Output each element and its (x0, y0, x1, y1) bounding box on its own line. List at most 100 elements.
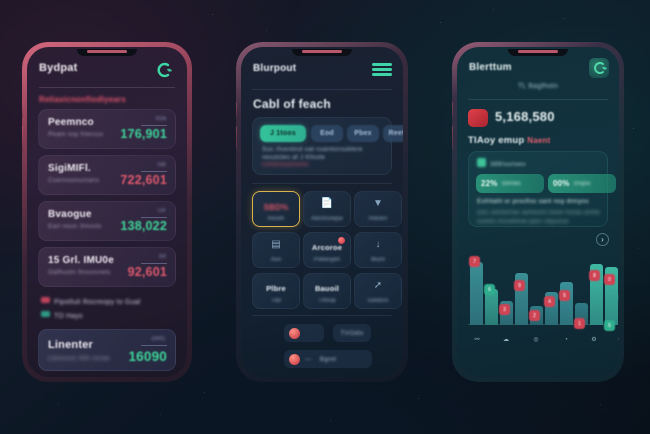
phone1-card-subtitle: Oafhuoln finsvisnets (48, 269, 111, 276)
chart-icon: ▤ (271, 239, 281, 250)
phone2-grid-cell-1[interactable]: 📄 Abcfoviepa (303, 191, 351, 227)
phone2-panel-line: Soc rfventind oat roaintorouklere (262, 146, 363, 153)
phone1-legend-item: TO Hays (41, 311, 83, 320)
phone1-legend-label: Pipotluit Rocreopy to Gual (54, 299, 141, 306)
phone2-volume-down-button[interactable] (236, 126, 237, 150)
phone2-footer-text: TVOdIx (340, 329, 364, 337)
phone3-subtitle: TIAoy emup Naent (468, 135, 550, 146)
phone2-footer-text: Bgret (319, 355, 337, 363)
phone2-speaker (302, 50, 342, 53)
phone2-grid-cell-3[interactable]: ▤ Avii (252, 232, 300, 268)
phone3-stat-value: 22% (481, 179, 498, 188)
red-dot-icon (289, 353, 300, 365)
phone3-summary-panel: 389/sorioes 22% snrnes 00% crspsi Esfrit… (468, 151, 616, 227)
phone2-grid-cell-4[interactable]: Arcoroe Pokeojen (303, 232, 351, 268)
phone2-grid-cell-5[interactable]: ↓ Muril (354, 232, 402, 268)
chart-bar-marker: 5 (559, 290, 570, 301)
hamburger-menu-icon[interactable] (372, 63, 392, 76)
chart-bar-marker: 8 (589, 270, 600, 281)
chevron-right-icon[interactable]: › (596, 233, 609, 246)
phone2-grid-cell-8[interactable]: ➚ Geldiro (354, 273, 402, 309)
phone2-chip-0[interactable]: J 1toos (260, 125, 306, 142)
funnel-icon: ▼ (373, 198, 383, 209)
phone1-card-title: Peemnco (48, 117, 94, 128)
phone1-stat-card[interactable]: 15 Grl. IMU0e Oafhuoln finsvisnets Inf 9… (38, 247, 176, 287)
phone2-panel-line: reoutcles af J Kfoole (262, 154, 326, 161)
phone3-tab-label[interactable]: TL Bagfhotn (517, 83, 559, 90)
phone1-header: Bydpat (39, 62, 175, 84)
phone3-stat-pill-0[interactable]: 22% snrnes (476, 174, 544, 193)
phone3-panel-header: 389/sorioes (477, 158, 526, 168)
phone3-speaker (518, 50, 558, 53)
phone3-amount: 5,168,580 (495, 109, 555, 124)
phone1-legend-item: Pipotluit Rocreopy to Gual (41, 297, 141, 306)
phone1-footer-value: 16090 (128, 349, 167, 364)
phone2-grid-label: Pokeojen (313, 257, 341, 263)
phone-mockup-3: Blerttum TL Bagfhotn 5,168,580 TIAoy emu… (452, 42, 624, 382)
phone1-screen: Bydpat Reliaxicnonfiodlyears Peemnco Pea… (27, 47, 187, 377)
phone1-card-corner-rule (141, 217, 167, 218)
phone1-volume-up-button[interactable] (22, 100, 23, 118)
phone2-grid-big-label: SBD% (263, 203, 289, 212)
chart-bar-marker: 0 (604, 274, 615, 285)
chart-bar-marker: 2 (529, 310, 540, 321)
phone2-chip-3[interactable]: Reet (383, 125, 403, 142)
phone1-card-title: SigiMIFl. (48, 163, 91, 174)
phone1-card-corner-label: Uir (157, 208, 166, 214)
phone3-panel-note-line: cuoms Arsomfoie pars lotyizcol. (477, 219, 571, 225)
phone3-stat-key: snrnes (501, 180, 521, 187)
phone2-page-title: Cabl of feach (253, 97, 331, 111)
phone2-chip-2[interactable]: Pbex (347, 125, 379, 142)
phone2-footer-row-icon[interactable] (284, 324, 324, 342)
phone2-divider-3 (252, 315, 392, 316)
phone3-subtitle-accent: Naent (527, 136, 551, 145)
phone2-footer-row-1[interactable]: — Bgret (284, 350, 372, 368)
phone1-footer-corner-label: DetC (151, 336, 166, 342)
phone3-volume-up-button[interactable] (452, 102, 453, 118)
phone2-grid-cell-2[interactable]: ▼ Hdoeri (354, 191, 402, 227)
phone2-grid-cell-6[interactable]: Plbre Tibl (252, 273, 300, 309)
phone1-card-subtitle: Earl noun 3mools (48, 223, 102, 230)
chart-x-tick: ≈ (618, 337, 619, 343)
phone3-screen: Blerttum TL Bagfhotn 5,168,580 TIAoy emu… (457, 47, 619, 377)
phone1-section-label: Reliaxicnonfiodlyears (39, 95, 126, 104)
phone3-stat-pill-1[interactable]: 00% crspsi (548, 174, 616, 193)
phone2-chip-1[interactable]: Eod (311, 125, 343, 142)
phone3-panel-header-text: 389/sorioes (490, 161, 526, 168)
phone2-panel-link[interactable]: Certevuuorunns (262, 162, 309, 168)
phone2-grid-cell-7[interactable]: Bauoil Tlhnai (303, 273, 351, 309)
phone1-brand-title: Bydpat (39, 62, 78, 74)
chart-bar[interactable] (470, 262, 483, 325)
chart-bar-marker: 1 (574, 318, 585, 329)
arrow-down-icon: ↓ (375, 239, 381, 250)
chart-bar[interactable] (485, 289, 498, 325)
phone1-footer-card[interactable]: Linenter Lienvuco IOh usrae DetC 16090 (38, 329, 176, 371)
phone1-stat-card[interactable]: Peemnco Peam soy friercus IOa 176,901 (38, 109, 176, 149)
phone3-brand-title: Blerttum (469, 62, 512, 73)
phone1-card-corner-label: IOa (155, 116, 166, 122)
chart-x-tick: ◎ (533, 337, 539, 343)
phone1-card-subtitle: Cservioonunians (48, 177, 100, 184)
chart-bar[interactable] (560, 282, 573, 325)
phone2-grid-label: Muril (371, 257, 385, 263)
phone2-filter-panel: J 1toos Eod Pbex Reet Soc rfventind oat … (252, 117, 403, 175)
phone1-card-title: Bvaogue (48, 209, 92, 220)
phone1-stat-card[interactable]: Bvaogue Earl noun 3mools Uir 138,022 (38, 201, 176, 241)
phone2-volume-up-button[interactable] (236, 102, 237, 118)
phone1-card-corner-rule (141, 263, 167, 264)
phone1-card-value: 722,601 (120, 173, 167, 187)
red-square-icon (468, 109, 488, 127)
phone2-footer-row-0[interactable]: TVOdIx (333, 324, 371, 342)
phone2-grid-big-label: Bauoil (314, 284, 340, 293)
red-dot-icon (289, 327, 300, 339)
phone2-grid-label: Tlhnai (318, 298, 336, 304)
phone3-stat-value: 00% (553, 179, 570, 188)
phone2-grid-label: Hdoeri (368, 216, 388, 222)
phone2-brand-title: Blurpout (253, 63, 297, 74)
phone2-grid-cell-0[interactable]: SBD% Reoih (252, 191, 300, 227)
phone3-volume-down-button[interactable] (452, 126, 453, 150)
share-icon: ➚ (373, 280, 383, 291)
phone1-stat-card[interactable]: SigiMIFl. Cservioonunians Iuk 722,601 (38, 155, 176, 195)
notification-badge-icon (338, 237, 345, 244)
phone1-volume-down-button[interactable] (22, 126, 23, 152)
